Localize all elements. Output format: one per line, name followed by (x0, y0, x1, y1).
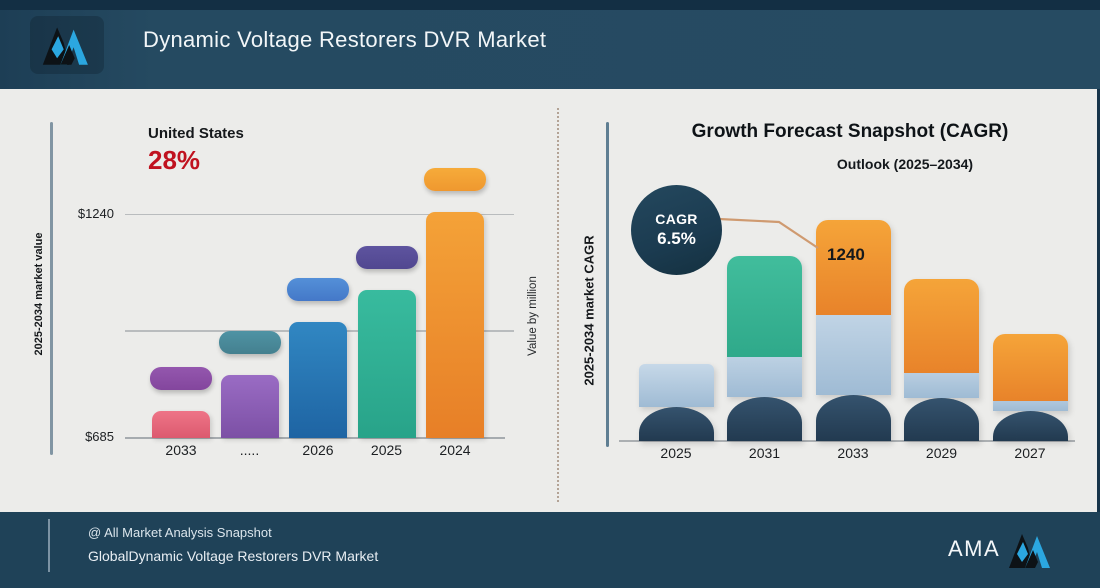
value-axis-label: Value by million (527, 276, 539, 356)
stacked-bar-2027 (992, 334, 1068, 441)
segment-top-2029 (904, 279, 979, 374)
left-chart-heading: United States (148, 125, 244, 142)
segment-mid-2025 (638, 364, 714, 407)
bar-..... (220, 374, 279, 438)
bar-2033 (152, 410, 210, 438)
right-x-label-2031: 2031 (748, 445, 781, 461)
page-title: Dynamic Voltage Restorers DVR Market (143, 27, 547, 52)
pill-..... (218, 330, 281, 354)
header-top-strip (0, 0, 1100, 10)
header-bar: Dynamic Voltage Restorers DVR Market (0, 0, 1100, 89)
left-x-axis-line (125, 437, 505, 439)
right-x-label-2033: 2033 (837, 445, 869, 461)
left-y-axis-title: 2025-2034 market value (33, 232, 45, 356)
segment-mid-2033 (815, 301, 891, 396)
left-y-axis-line (50, 122, 53, 455)
segment-top-2033 (815, 220, 891, 315)
segment-top-2027 (992, 334, 1068, 402)
right-y-axis-title: 2025-2034 market CAGR (581, 235, 597, 386)
footer-divider-line (48, 519, 50, 572)
pill-2024 (424, 167, 486, 191)
left-y-tick-1: $685 (85, 429, 114, 444)
segment-base-2033 (815, 395, 891, 441)
left-x-label-.....: ..... (239, 442, 260, 458)
bar-2025 (357, 290, 416, 438)
footer-bar: @ All Market Analysis Snapshot GlobalDyn… (0, 512, 1100, 588)
right-x-label-2027: 2027 (1014, 445, 1046, 461)
pill-2033 (150, 366, 212, 390)
right-x-label-2029: 2029 (925, 445, 958, 461)
footer-ama-logo-icon (1009, 534, 1050, 568)
left-gridline-0 (125, 213, 514, 216)
ama-logo-icon (42, 27, 88, 65)
panel-divider (557, 108, 559, 502)
right-chart-title: Growth Forecast Snapshot (CAGR) (691, 121, 1009, 142)
stacked-bar-2029 (904, 279, 979, 441)
left-chart-highlight-value: 28% (148, 145, 201, 175)
pill-2026 (287, 278, 349, 302)
left-x-label-2033: 2033 (165, 442, 197, 458)
pill-2025 (355, 246, 418, 270)
right-edge-trim (1097, 89, 1100, 512)
stacked-bar-2025 (638, 364, 714, 441)
cagr-badge-label: CAGR (655, 211, 698, 227)
left-x-label-2024: 2024 (439, 442, 471, 458)
segment-base-2029 (904, 398, 979, 441)
cagr-badge-value: 6.5% (657, 229, 696, 248)
segment-base-2027 (992, 411, 1068, 441)
footer-brand-text: AMA (948, 536, 1001, 561)
stacked-bar-2031 (727, 256, 802, 441)
right-y-axis-line (606, 122, 609, 447)
segment-base-2031 (727, 396, 802, 441)
footer-source-text: @ All Market Analysis Snapshot (88, 525, 272, 540)
bar-2026 (289, 322, 347, 438)
right-x-label-2025: 2025 (660, 445, 692, 461)
cagr-badge: CAGR 6.5% (631, 185, 722, 275)
stacked-bar-2033 (815, 220, 891, 441)
bar-2024 (426, 211, 484, 438)
left-y-tick-0: $1240 (77, 205, 114, 221)
segment-base-2025 (638, 406, 714, 441)
left-x-label-2026: 2026 (302, 442, 334, 458)
right-chart-subtitle: Outlook (2025–2034) (836, 156, 974, 172)
footer-report-title: GlobalDynamic Voltage Restorers DVR Mark… (88, 548, 379, 564)
segment-top-2031 (727, 256, 802, 358)
bar-value-annotation: 1240 (827, 245, 865, 264)
left-x-label-2025: 2025 (370, 442, 403, 458)
